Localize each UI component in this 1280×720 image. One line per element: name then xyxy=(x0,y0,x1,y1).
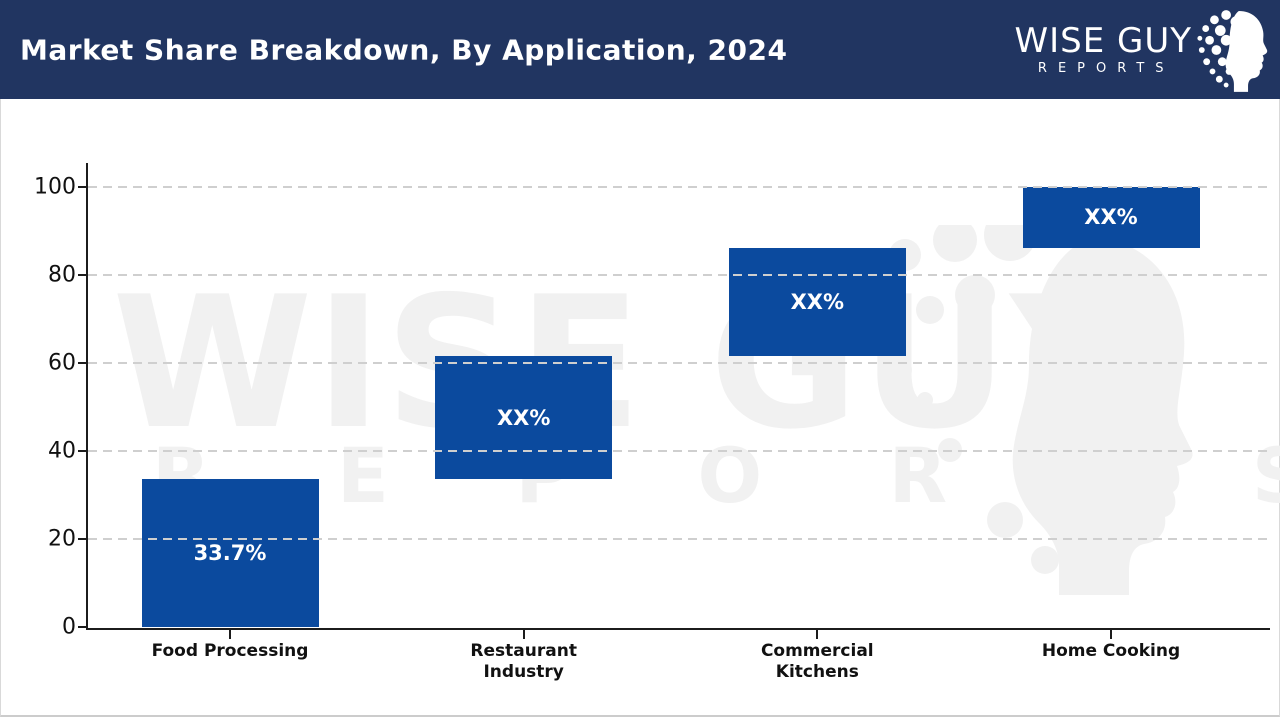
x-category-label-food-processing: Food Processing xyxy=(151,641,309,661)
header-banner: Market Share Breakdown, By Application, … xyxy=(0,0,1280,99)
y-tick-label-60: 60 xyxy=(48,350,76,376)
gridline-60 xyxy=(88,362,1270,364)
logo-text: WISE GUY REPORTS xyxy=(1014,20,1192,77)
wiseguy-logo: WISE GUY REPORTS xyxy=(1014,7,1268,93)
y-tick-label-40: 40 xyxy=(48,438,76,464)
bar-value-label-commercial-kitchens: XX% xyxy=(790,290,845,315)
x-tick-home-cooking xyxy=(1110,630,1112,639)
logo-wordmark: WISE GUY xyxy=(1014,20,1192,61)
x-tick-food-processing xyxy=(229,630,231,639)
bar-value-label-restaurant-industry: XX% xyxy=(496,405,551,430)
x-axis-line xyxy=(86,628,1270,630)
y-tick-label-100: 100 xyxy=(34,174,76,200)
y-tick-0 xyxy=(78,626,86,628)
y-tick-60 xyxy=(78,362,86,364)
chart-title: Market Share Breakdown, By Application, … xyxy=(20,33,788,66)
bar-food-processing xyxy=(141,478,319,627)
y-tick-label-20: 20 xyxy=(48,526,76,552)
x-tick-restaurant-industry xyxy=(522,630,525,639)
y-tick-80 xyxy=(78,274,86,276)
logo-subtitle: REPORTS xyxy=(1037,61,1175,77)
bar-restaurant-industry xyxy=(435,356,613,479)
gridline-40 xyxy=(88,450,1270,452)
gridline-20 xyxy=(88,538,1270,540)
y-axis-line xyxy=(86,163,88,630)
logo-head-icon xyxy=(1197,10,1268,92)
y-tick-label-0: 0 xyxy=(62,614,76,640)
x-category-label-restaurant-industry: Restaurant Industry xyxy=(470,641,577,683)
bar-commercial-kitchens xyxy=(728,247,906,357)
gridline-100 xyxy=(88,186,1270,188)
x-tick-commercial-kitchens xyxy=(816,630,819,639)
x-category-label-commercial-kitchens: Commercial Kitchens xyxy=(760,641,874,683)
gridline-80 xyxy=(88,274,1270,276)
y-tick-100 xyxy=(78,186,86,188)
bar-value-label-food-processing: 33.7% xyxy=(193,540,267,565)
y-tick-label-80: 80 xyxy=(48,262,76,288)
y-tick-40 xyxy=(78,450,86,452)
bar-value-label-home-cooking: XX% xyxy=(1084,205,1138,230)
x-category-label-home-cooking: Home Cooking xyxy=(1041,641,1181,661)
y-tick-20 xyxy=(78,538,86,540)
